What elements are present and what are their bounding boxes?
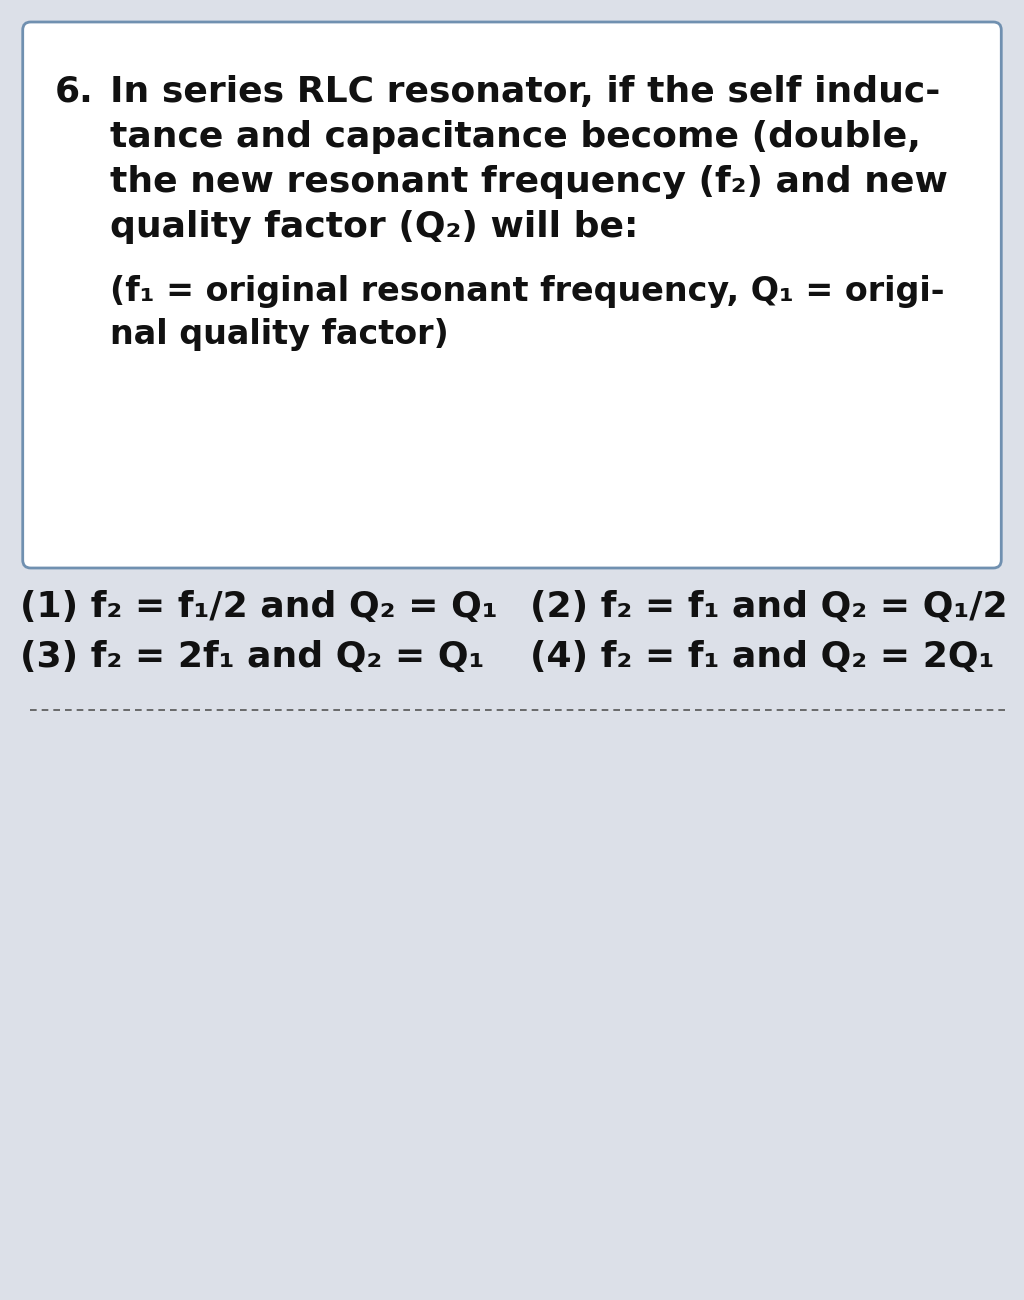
Text: (3) f₂ = 2f₁ and Q₂ = Q₁: (3) f₂ = 2f₁ and Q₂ = Q₁ (20, 640, 484, 673)
Text: In series RLC resonator, if the self induc-: In series RLC resonator, if the self ind… (110, 75, 940, 109)
Text: tance and capacitance become (double,: tance and capacitance become (double, (110, 120, 921, 153)
Text: (2) f₂ = f₁ and Q₂ = Q₁/2: (2) f₂ = f₁ and Q₂ = Q₁/2 (530, 590, 1008, 624)
Text: 6.: 6. (55, 75, 94, 109)
Text: (f₁ = original resonant frequency, Q₁ = origi-: (f₁ = original resonant frequency, Q₁ = … (110, 276, 944, 308)
Text: nal quality factor): nal quality factor) (110, 318, 449, 351)
Text: (1) f₂ = f₁/2 and Q₂ = Q₁: (1) f₂ = f₁/2 and Q₂ = Q₁ (20, 590, 498, 624)
Text: the new resonant frequency (f₂) and new: the new resonant frequency (f₂) and new (110, 165, 948, 199)
Text: (4) f₂ = f₁ and Q₂ = 2Q₁: (4) f₂ = f₁ and Q₂ = 2Q₁ (530, 640, 994, 673)
FancyBboxPatch shape (23, 22, 1001, 568)
Text: quality factor (Q₂) will be:: quality factor (Q₂) will be: (110, 211, 638, 244)
